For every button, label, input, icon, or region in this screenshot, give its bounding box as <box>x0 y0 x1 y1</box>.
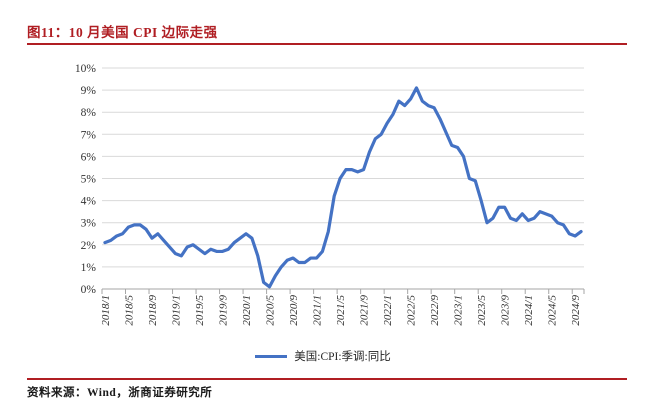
x-axis-label: 2019/5 <box>194 295 206 326</box>
x-axis-label: 2023/5 <box>476 295 488 326</box>
y-axis-label: 7% <box>81 129 97 141</box>
x-axis-label: 2021/9 <box>359 295 371 326</box>
y-axis-label: 3% <box>81 218 97 230</box>
y-axis-label: 2% <box>81 240 97 252</box>
y-axis-label: 9% <box>81 85 97 97</box>
legend: 美国:CPI:季调:同比 <box>0 347 646 365</box>
x-axis-label: 2018/5 <box>123 295 135 326</box>
y-axis-label: 8% <box>81 107 97 119</box>
y-axis-label: 0% <box>81 284 97 296</box>
legend-line-swatch <box>255 354 288 358</box>
x-axis-label: 2022/1 <box>382 295 394 326</box>
y-axis-label: 4% <box>81 196 97 208</box>
x-axis-label: 2018/9 <box>147 295 159 326</box>
x-axis-label: 2020/5 <box>265 295 277 326</box>
y-axis-label: 1% <box>81 262 97 274</box>
x-axis-label: 2024/9 <box>570 295 582 326</box>
x-axis-label: 2024/1 <box>523 295 535 326</box>
x-axis-label: 2024/5 <box>547 295 559 326</box>
x-axis-label: 2022/5 <box>406 295 418 326</box>
x-axis-label: 2020/9 <box>288 295 300 326</box>
source-divider-rule <box>27 378 627 380</box>
y-axis-label: 6% <box>81 151 97 163</box>
x-axis-label: 2019/1 <box>170 295 182 326</box>
x-axis-label: 2020/1 <box>241 295 253 326</box>
source-note: 资料来源：Wind，浙商证券研究所 <box>27 387 213 399</box>
x-axis-label: 2018/1 <box>100 295 112 326</box>
title-underline-rule <box>27 43 627 45</box>
cpi-series-line <box>103 86 583 289</box>
x-axis-label: 2023/1 <box>453 295 465 326</box>
x-axis-label: 2022/9 <box>429 295 441 326</box>
legend-label: 美国:CPI:季调:同比 <box>294 351 391 363</box>
x-axis-label: 2021/1 <box>312 295 324 326</box>
figure-title: 图11：10 月美国 CPI 边际走强 <box>27 25 218 40</box>
y-axis-label: 10% <box>75 63 97 75</box>
x-axis-label: 2019/9 <box>218 295 230 326</box>
y-axis-label: 5% <box>81 174 97 186</box>
x-axis-label: 2021/5 <box>335 295 347 326</box>
x-axis-label: 2023/9 <box>500 295 512 326</box>
